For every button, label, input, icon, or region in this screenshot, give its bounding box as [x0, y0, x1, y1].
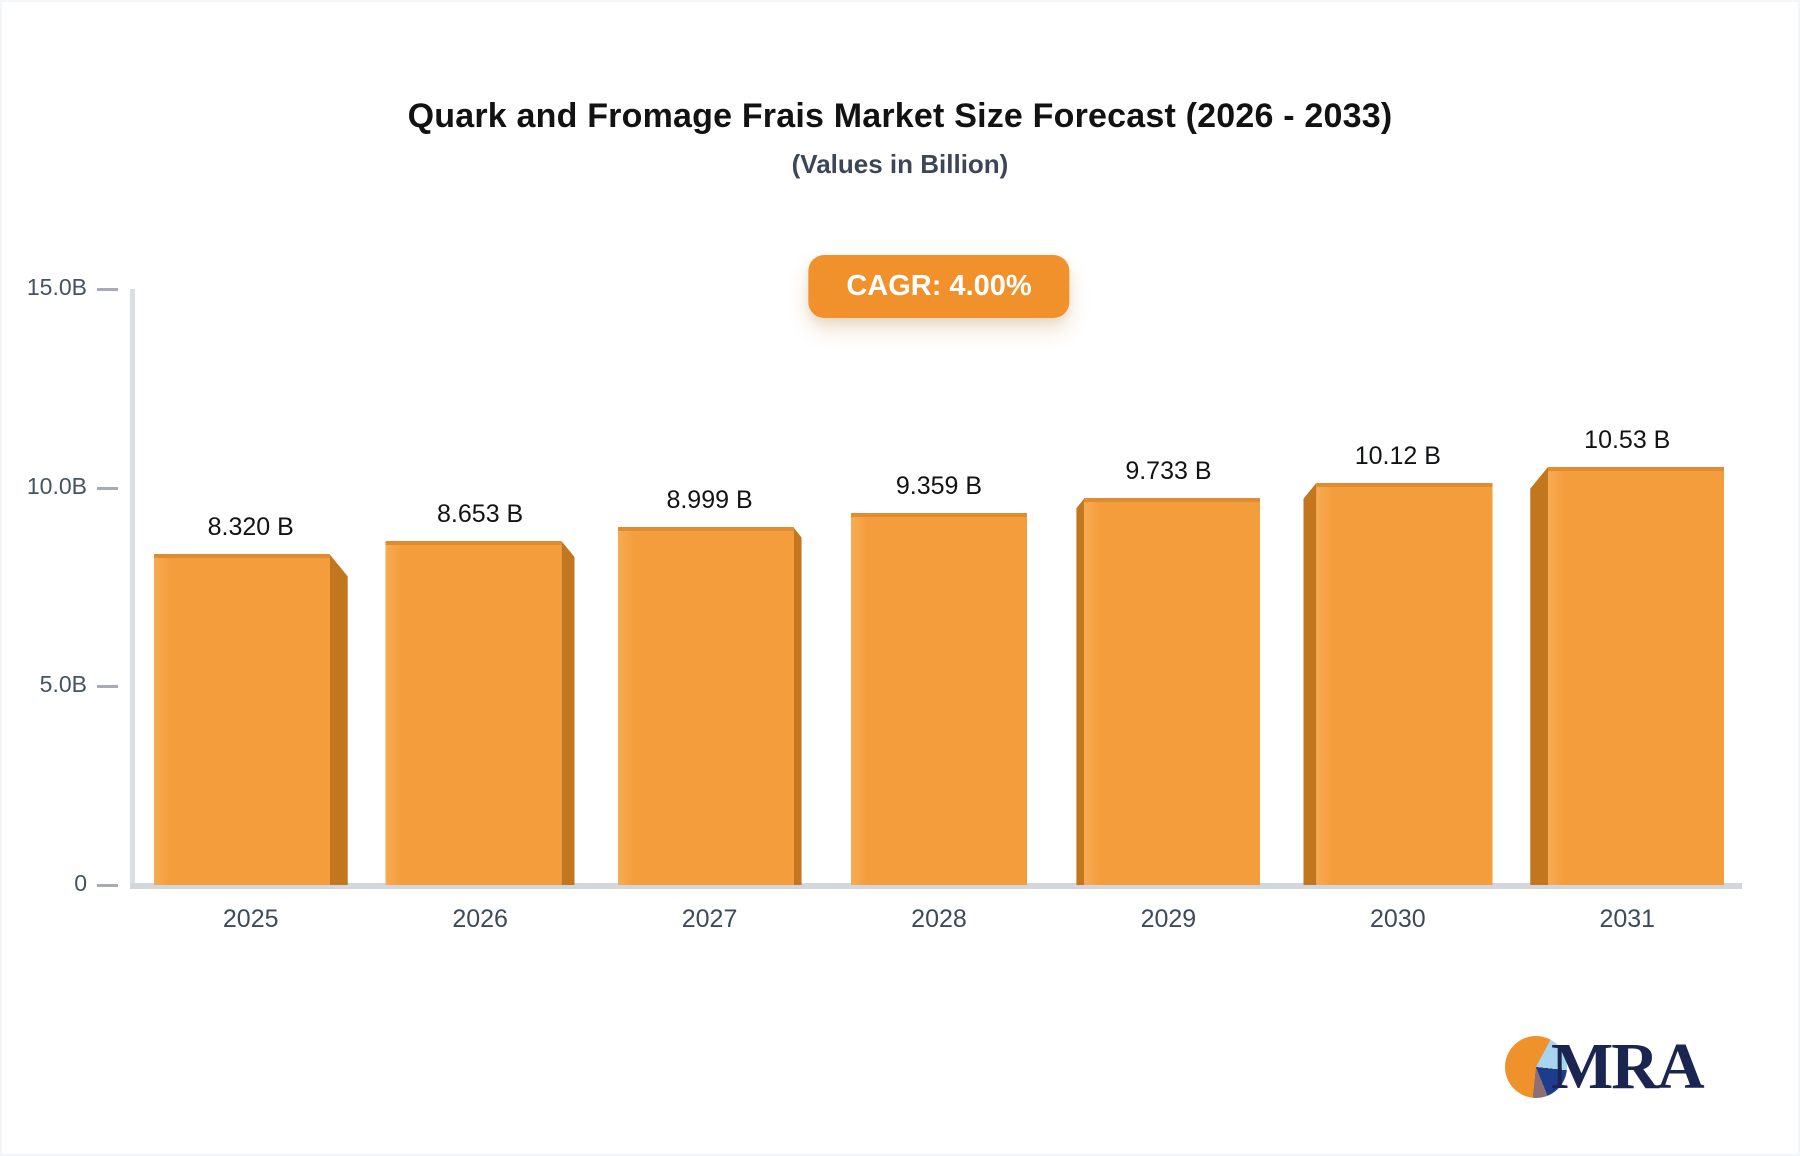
bar-value-label: 10.12 B — [1354, 441, 1441, 470]
chart-subtitle: (Values in Billion) — [791, 149, 1009, 179]
x-axis-label-2025: 2025 — [222, 905, 279, 933]
bar-face — [153, 554, 330, 885]
bar-shape-2028 — [850, 513, 1027, 885]
bar-value-label: 8.999 B — [666, 486, 753, 515]
x-axis-label-2027: 2027 — [681, 905, 738, 933]
chart-title: Quark and Fromage Frais Market Size Fore… — [407, 97, 1393, 135]
bar-3d-side — [1530, 466, 1549, 885]
bar-2025: 8.320 B — [136, 289, 365, 885]
cagr-badge: CAGR: 4.00% — [808, 255, 1070, 318]
pie-chart-icon — [1505, 1036, 1567, 1098]
bar-2031: 10.53 B — [1513, 289, 1742, 885]
bar-shape-2027 — [617, 527, 802, 885]
x-axis-baseline — [130, 883, 1742, 889]
x-axis-label-2031: 2031 — [1599, 905, 1656, 933]
bar-2030: 10.12 B — [1283, 289, 1512, 885]
bar-2026: 8.653 B — [365, 289, 594, 885]
bar-3d-side — [793, 527, 802, 885]
plot-area: 8.320 B 8.653 B 8.999 B 9.359 B 9.733 B 10.12… — [136, 289, 1742, 885]
y-tick-mark — [97, 884, 118, 887]
bar-shape-2025 — [153, 554, 348, 885]
y-tick-mark — [97, 288, 118, 291]
bar-face — [1084, 498, 1261, 885]
bar-shape-2031 — [1530, 466, 1725, 885]
y-tick-mark — [97, 685, 118, 689]
x-axis-label-2028: 2028 — [911, 905, 967, 933]
bar-shape-2030 — [1303, 482, 1493, 885]
bar-value-label: 8.653 B — [437, 500, 524, 529]
y-tick-label: 0 — [74, 870, 87, 896]
bar-3d-side — [1303, 482, 1317, 885]
x-axis-label-2029: 2029 — [1140, 905, 1197, 933]
bar-face — [385, 541, 562, 885]
bar-3d-side — [329, 554, 348, 885]
mra-logo: MRA — [1505, 1030, 1705, 1103]
x-axis-label-2030: 2030 — [1370, 905, 1426, 933]
y-tick-label: 10.0B — [26, 472, 87, 499]
bar-face — [1548, 466, 1725, 885]
logo-text: MRA — [1551, 1030, 1705, 1103]
bar-face — [850, 513, 1027, 885]
bar-value-label: 8.320 B — [207, 513, 294, 542]
bar-face — [1316, 482, 1493, 885]
bar-shape-2026 — [385, 541, 575, 885]
bar-value-label: 10.53 B — [1584, 425, 1671, 454]
y-tick-mark — [97, 486, 118, 490]
x-axis-label-2026: 2026 — [452, 905, 508, 933]
bar-3d-side — [561, 541, 575, 885]
bar-face — [617, 527, 794, 885]
bar-value-label: 9.359 B — [895, 472, 983, 501]
y-axis-line — [130, 289, 135, 888]
bar-2029: 9.733 B — [1054, 289, 1283, 885]
bar-value-label: 9.733 B — [1125, 457, 1212, 486]
y-tick-label: 5.0B — [39, 671, 87, 698]
bar-2027: 8.999 B — [595, 289, 824, 885]
y-tick-label: 15.0B — [26, 274, 87, 300]
bar-shape-2029 — [1076, 498, 1261, 885]
bar-2028: 9.359 B — [824, 289, 1053, 885]
bar-3d-side — [1076, 498, 1085, 885]
